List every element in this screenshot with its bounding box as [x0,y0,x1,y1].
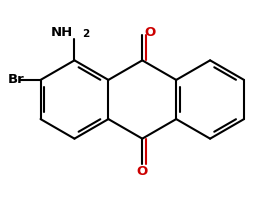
Text: Br: Br [8,73,25,86]
Text: 2: 2 [82,29,90,39]
Text: O: O [137,165,148,178]
Text: O: O [144,26,156,39]
Text: NH: NH [50,26,73,39]
